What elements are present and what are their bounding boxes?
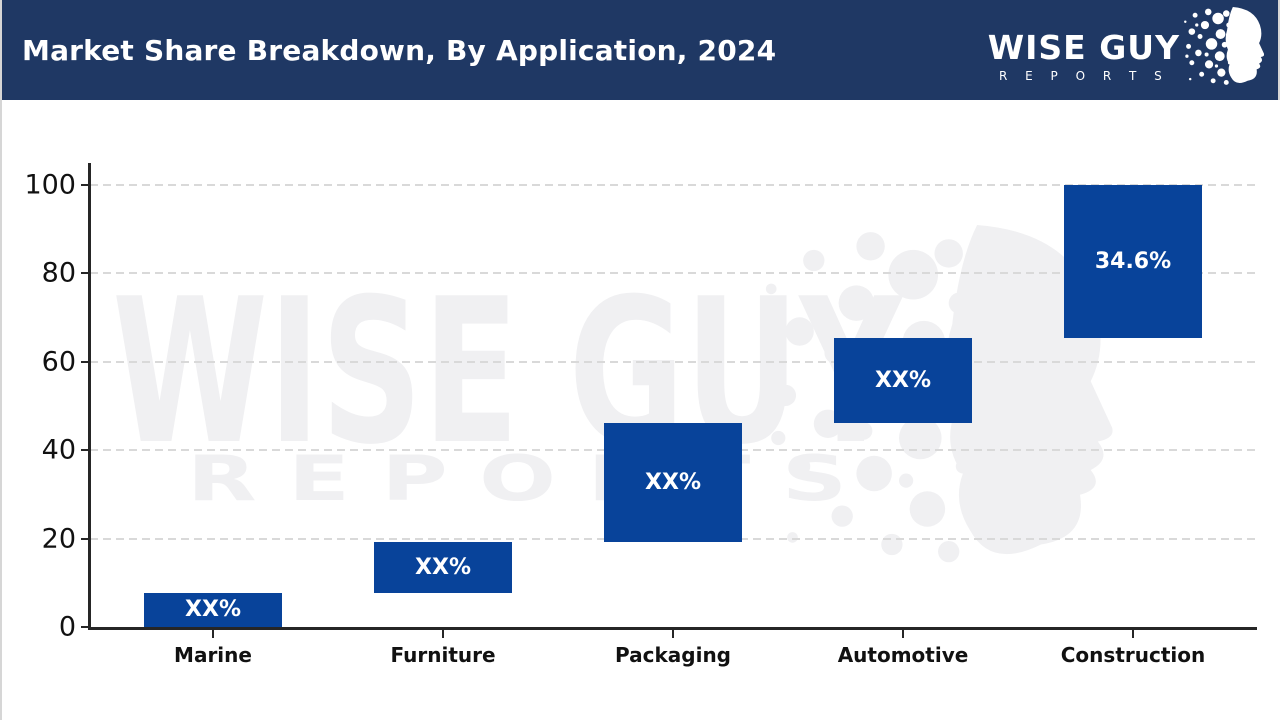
y-axis-line — [88, 163, 91, 630]
y-tick-80 — [81, 272, 89, 275]
bar-furniture: XX% — [374, 541, 512, 593]
x-tick-label-packaging: Packaging — [615, 643, 731, 667]
x-tick-label-construction: Construction — [1060, 643, 1206, 667]
header-bar: Market Share Breakdown, By Application, … — [2, 0, 1278, 100]
y-tick-0 — [81, 626, 89, 628]
bar-label-furniture: XX% — [415, 554, 471, 580]
logo-wordmark: WISE GUY — [987, 27, 1180, 67]
y-tick-100 — [81, 184, 89, 186]
y-tick-40 — [81, 449, 89, 452]
y-tick-label-80: 80 — [41, 257, 76, 289]
x-tick-marine — [212, 630, 214, 638]
y-tick-label-0: 0 — [58, 611, 76, 643]
x-axis-line — [88, 627, 1257, 630]
x-tick-label-automotive: Automotive — [837, 643, 969, 667]
bar-label-construction: 34.6% — [1094, 248, 1172, 274]
bar-label-marine: XX% — [185, 597, 241, 623]
x-tick-automotive — [902, 630, 904, 638]
page-title: Market Share Breakdown, By Application, … — [22, 33, 777, 67]
chart-area: WISE GUY R E P O R T S 0 20 40 60 80 100 Marin… — [2, 100, 1280, 720]
x-tick-label-marine: Marine — [174, 643, 252, 667]
x-tick-label-furniture: Furniture — [390, 643, 496, 667]
x-tick-construction — [1132, 630, 1134, 638]
y-tick-20 — [81, 537, 89, 540]
bar-packaging: XX% — [604, 422, 742, 542]
logo-subtext: R E P O R T S — [998, 68, 1169, 83]
bar-label-packaging: XX% — [645, 469, 701, 495]
bar-marine: XX% — [144, 592, 282, 627]
wise-guy-logo: WISE GUY R E P O R T S — [988, 4, 1264, 92]
x-tick-packaging — [672, 630, 674, 638]
y-tick-label-60: 60 — [41, 346, 76, 378]
y-tick-label-40: 40 — [41, 434, 76, 466]
bar-construction: 34.6% — [1064, 185, 1202, 338]
bar-automotive: XX% — [834, 337, 972, 423]
y-tick-60 — [81, 360, 89, 363]
y-tick-label-100: 100 — [24, 169, 76, 201]
gridline-100 — [90, 184, 1257, 186]
y-tick-label-20: 20 — [41, 523, 76, 555]
gridline-80 — [90, 272, 1257, 275]
wise-guy-face-icon — [1184, 7, 1264, 85]
gridline-60 — [90, 360, 1257, 363]
waterfall-chart: 0 20 40 60 80 100 Marine Furniture Packaging Auto… — [2, 100, 1280, 720]
bar-label-automotive: XX% — [875, 367, 931, 393]
logo-text: WISE GUY R E P O R T S — [988, 28, 1180, 83]
x-tick-furniture — [442, 630, 444, 638]
